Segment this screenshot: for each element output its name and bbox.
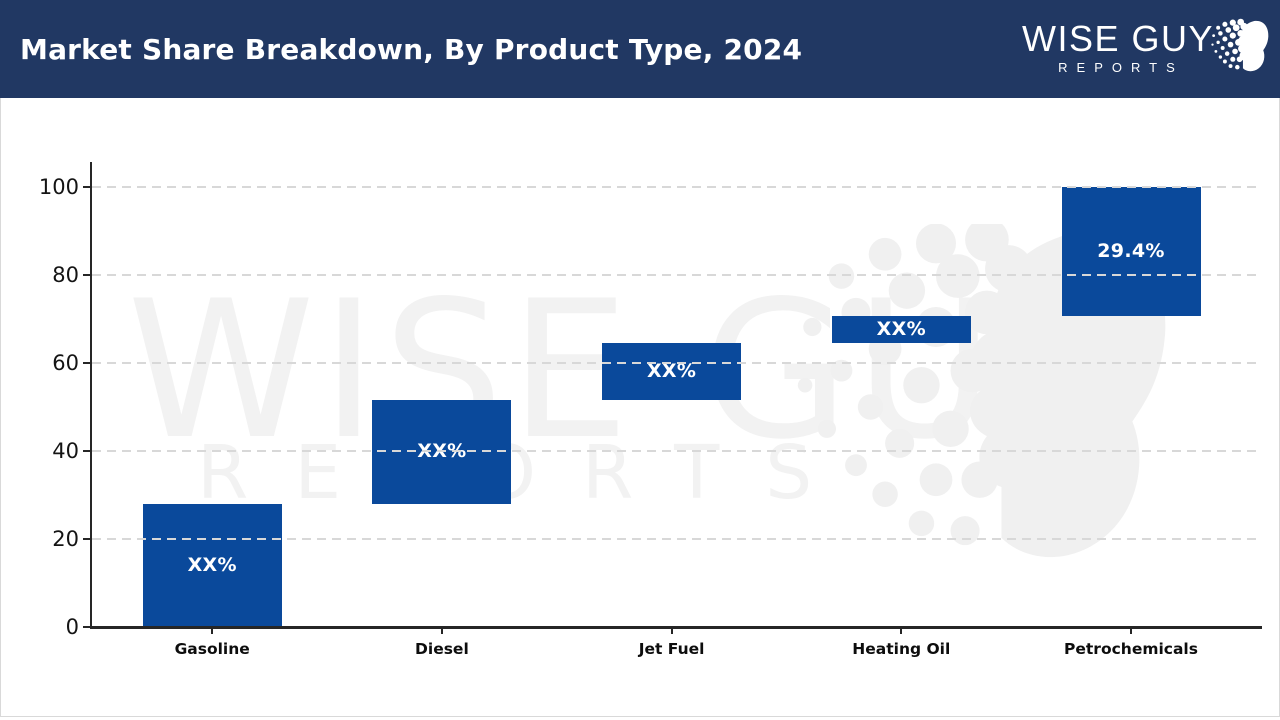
- brand-logo-text: WISE GUY REPORTS: [1021, 18, 1214, 76]
- x-tick-mark: [1130, 629, 1132, 634]
- y-tick-label: 100: [38, 175, 79, 199]
- x-category-label: Gasoline: [174, 640, 250, 658]
- y-tick-mark: [83, 626, 90, 628]
- y-tick-mark: [83, 450, 90, 452]
- y-tick-mark: [83, 186, 90, 188]
- page-title: Market Share Breakdown, By Product Type,…: [20, 32, 803, 66]
- x-category-label: Heating Oil: [852, 640, 951, 658]
- header-bar: Market Share Breakdown, By Product Type,…: [0, 0, 1280, 98]
- x-category-label: Diesel: [415, 640, 469, 658]
- bar-heating-oil: XX%: [831, 316, 971, 344]
- bar-value-label: XX%: [646, 360, 697, 383]
- gridline: [92, 538, 1260, 540]
- x-tick-mark: [900, 629, 903, 634]
- x-axis-line: [90, 626, 1262, 629]
- y-tick-label: 60: [52, 351, 79, 375]
- y-tick-mark: [83, 274, 90, 276]
- y-axis-line: [90, 162, 92, 629]
- y-tick-mark: [83, 362, 90, 364]
- x-tick-mark: [440, 629, 443, 634]
- x-category-label: Petrochemicals: [1064, 640, 1198, 658]
- gridline: [92, 274, 1260, 276]
- y-tick-label: 0: [65, 615, 79, 639]
- x-tick-mark: [670, 629, 673, 634]
- chart-area: WISE GUY REPORTS 020406080100XX%Gasoline…: [0, 98, 1280, 717]
- y-tick-label: 20: [52, 527, 79, 551]
- brand-logo: WISE GUY REPORTS: [1022, 5, 1270, 91]
- brand-subtitle: REPORTS: [1058, 60, 1184, 75]
- bar-jet-fuel: XX%: [602, 343, 742, 400]
- bar-petrochemicals: 29.4%: [1061, 187, 1201, 317]
- gridline: [92, 186, 1260, 188]
- y-tick-mark: [83, 538, 90, 540]
- brand-name: WISE GUY: [1021, 18, 1214, 59]
- bar-gasoline: XX%: [142, 503, 282, 627]
- x-tick-mark: [211, 629, 214, 634]
- bar-value-label: XX%: [876, 318, 926, 341]
- gridline: [92, 450, 1260, 452]
- y-tick-label: 40: [52, 439, 79, 463]
- y-tick-label: 80: [52, 263, 79, 287]
- gridline: [92, 362, 1260, 364]
- bar-value-label: XX%: [187, 553, 237, 576]
- dotted-head-icon: [1211, 18, 1269, 72]
- watermark-subtitle-text: REPORTS: [197, 430, 859, 516]
- x-category-label: Jet Fuel: [638, 640, 705, 658]
- bar-value-label: 29.4%: [1097, 240, 1165, 263]
